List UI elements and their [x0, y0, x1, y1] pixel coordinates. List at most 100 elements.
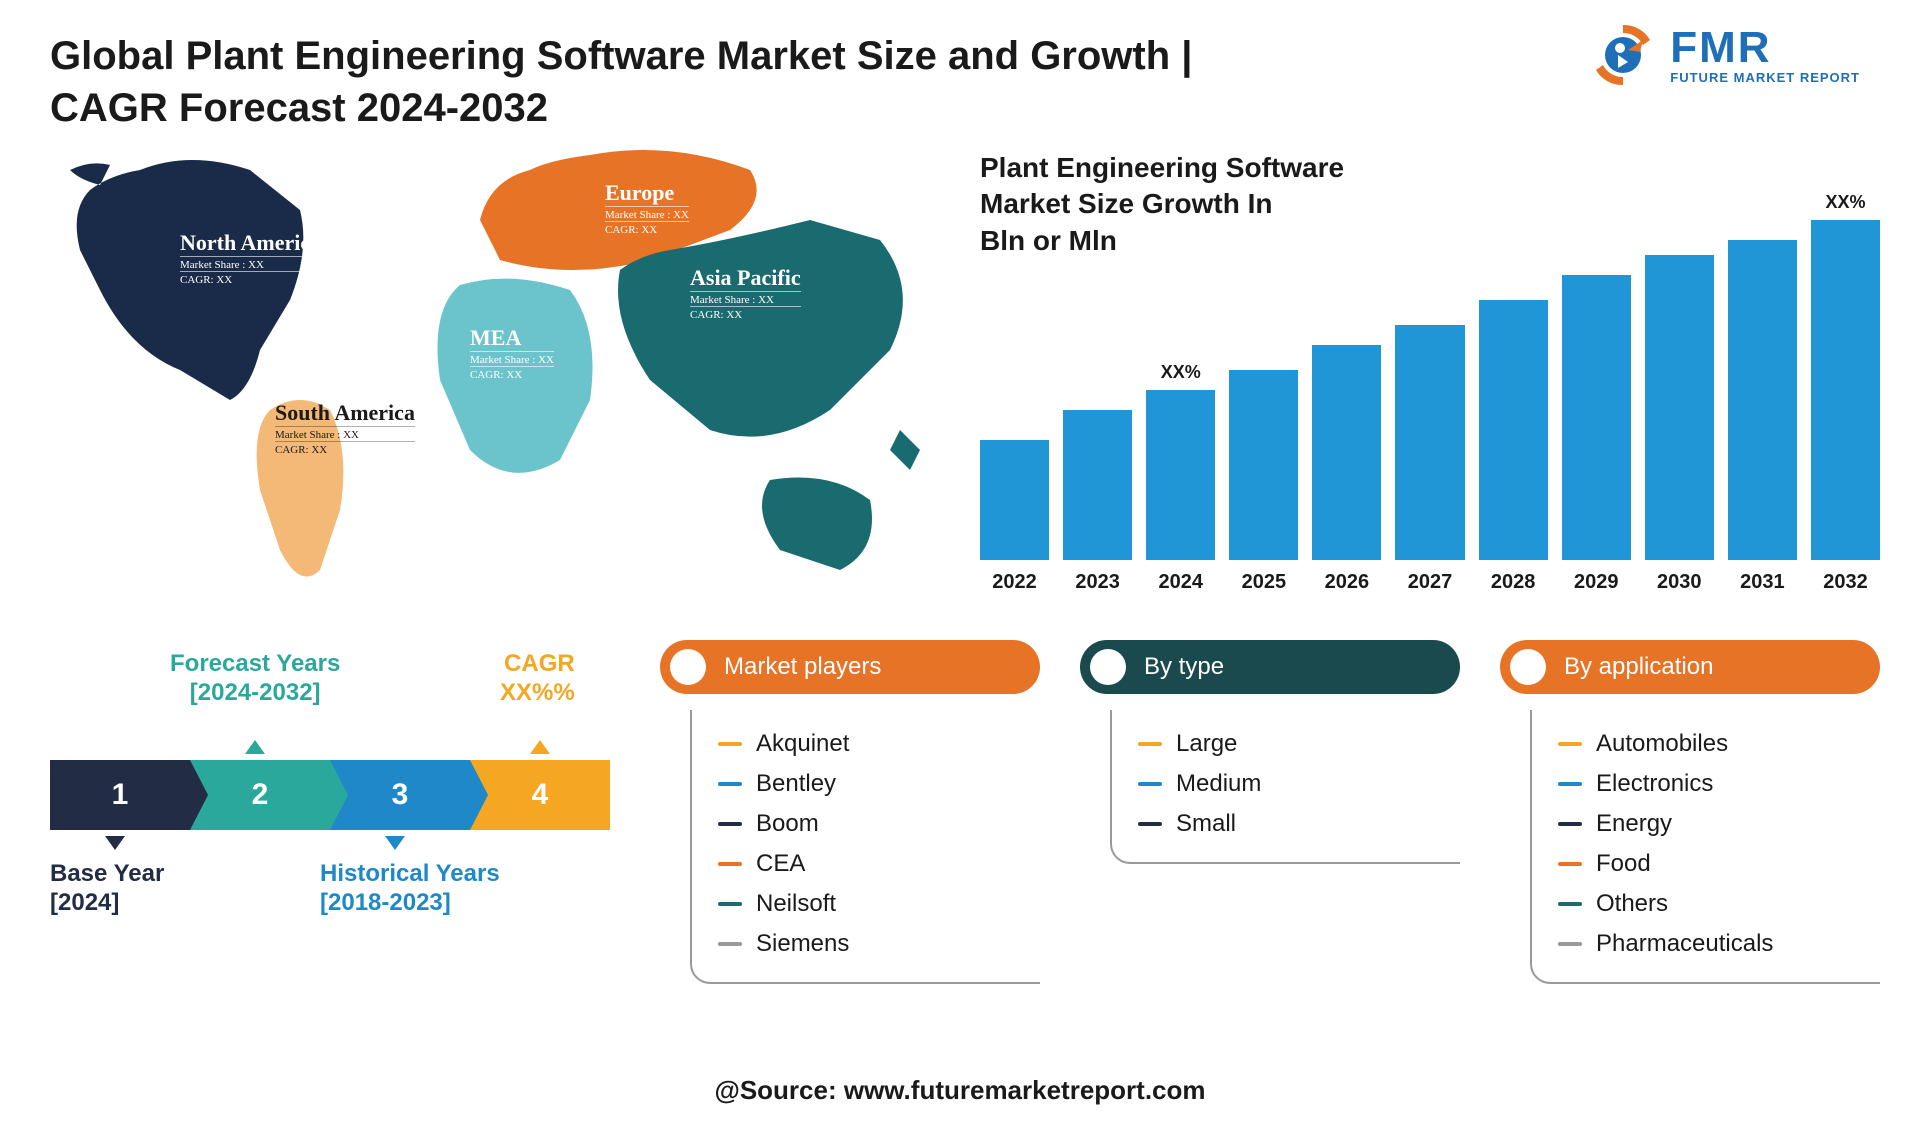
- segment-item: Food: [1558, 844, 1880, 884]
- logo-sub-text: FUTURE MARKET REPORT: [1670, 70, 1860, 85]
- region-label-south-america: South AmericaMarket Share : XXCAGR: XX: [275, 400, 415, 456]
- segment-tick-icon: [718, 942, 742, 946]
- page-title: Global Plant Engineering Software Market…: [50, 30, 1300, 134]
- segment-item-label: Large: [1176, 730, 1237, 758]
- segment-header-text: By type: [1144, 653, 1224, 681]
- segment-item: Medium: [1138, 764, 1460, 804]
- growth-bar-chart: Plant Engineering SoftwareMarket Size Gr…: [980, 150, 1880, 600]
- segment-tick-icon: [1138, 822, 1162, 826]
- bar-2029: 2029: [1562, 275, 1631, 560]
- segment-dot-icon: [1510, 649, 1546, 685]
- segment-body: Automobiles Electronics Energy Food Others Ph…: [1530, 710, 1880, 984]
- bar-year-label: 2022: [992, 571, 1037, 594]
- segment-item-label: Medium: [1176, 770, 1261, 798]
- base-year-label: Base Year: [50, 860, 164, 889]
- bar-2027: 2027: [1395, 325, 1464, 560]
- source-attribution: @Source: www.futuremarketreport.com: [714, 1075, 1205, 1106]
- segment-tick-icon: [1558, 902, 1582, 906]
- step-number: 2: [252, 778, 269, 812]
- bar-year-label: 2023: [1075, 571, 1120, 594]
- bar-year-label: 2027: [1408, 571, 1453, 594]
- forecast-years-label: Forecast Years: [170, 650, 340, 679]
- bar-year-label: 2032: [1823, 571, 1868, 594]
- segment-tick-icon: [718, 902, 742, 906]
- step-number: 4: [532, 778, 549, 812]
- segment-item: Siemens: [718, 924, 1040, 964]
- bar-year-label: 2028: [1491, 571, 1536, 594]
- segment-item: Bentley: [718, 764, 1040, 804]
- world-map: North AmericaMarket Share : XXCAGR: XX So…: [50, 150, 940, 600]
- segment-item-label: CEA: [756, 850, 805, 878]
- segment-item: Energy: [1558, 804, 1880, 844]
- step-1: 1: [50, 760, 190, 830]
- segment-item-label: Electronics: [1596, 770, 1713, 798]
- segment-tick-icon: [718, 742, 742, 746]
- bar-year-label: 2025: [1242, 571, 1287, 594]
- segment-item-label: Others: [1596, 890, 1668, 918]
- step-2: 2: [190, 760, 330, 830]
- segment-by-application: By application Automobiles Electronics Ener…: [1500, 640, 1880, 984]
- bar-2025: 2025: [1229, 370, 1298, 560]
- historical-years-label: Historical Years: [320, 860, 500, 889]
- segment-item-label: Small: [1176, 810, 1236, 838]
- bar-2030: 2030: [1645, 255, 1714, 560]
- segment-body: Akquinet Bentley Boom CEA Neilsoft Siemens: [690, 710, 1040, 984]
- segment-item-label: Akquinet: [756, 730, 849, 758]
- segment-tick-icon: [1558, 742, 1582, 746]
- segment-item-label: Neilsoft: [756, 890, 836, 918]
- segment-item: Akquinet: [718, 724, 1040, 764]
- segment-body: Large Medium Small: [1110, 710, 1460, 864]
- segment-item-label: Pharmaceuticals: [1596, 930, 1773, 958]
- bar-year-label: 2030: [1657, 571, 1702, 594]
- step-number: 1: [112, 778, 129, 812]
- segment-header: Market players: [660, 640, 1040, 694]
- segment-item: Automobiles: [1558, 724, 1880, 764]
- segment-item: Boom: [718, 804, 1040, 844]
- segment-item: Large: [1138, 724, 1460, 764]
- historical-years-range: [2018-2023]: [320, 889, 500, 918]
- segment-dot-icon: [670, 649, 706, 685]
- segment-item-label: Bentley: [756, 770, 836, 798]
- bar-2032: 2032XX%: [1811, 220, 1880, 560]
- bar-2026: 2026: [1312, 345, 1381, 560]
- fmr-logo: FMR FUTURE MARKET REPORT: [1588, 20, 1860, 90]
- bar-2031: 2031: [1728, 240, 1797, 560]
- segment-tick-icon: [1558, 862, 1582, 866]
- segment-tick-icon: [1558, 942, 1582, 946]
- bar-pct-label: XX%: [1825, 192, 1865, 213]
- segment-item-label: Food: [1596, 850, 1651, 878]
- bar-pct-label: XX%: [1161, 362, 1201, 383]
- segment-tick-icon: [1138, 742, 1162, 746]
- fmr-logo-icon: [1588, 20, 1658, 90]
- segment-item: Pharmaceuticals: [1558, 924, 1880, 964]
- cagr-label: CAGR: [500, 650, 575, 679]
- logo-main-text: FMR: [1670, 26, 1860, 70]
- segment-tick-icon: [1138, 782, 1162, 786]
- segment-item-label: Energy: [1596, 810, 1672, 838]
- segment-item: Neilsoft: [718, 884, 1040, 924]
- step-number: 3: [392, 778, 409, 812]
- segment-header-text: Market players: [724, 653, 881, 681]
- segment-item-label: Siemens: [756, 930, 849, 958]
- segment-item: Others: [1558, 884, 1880, 924]
- segment-by-type: By type Large Medium Small: [1080, 640, 1460, 984]
- segment-item: Electronics: [1558, 764, 1880, 804]
- bar-2022: 2022: [980, 440, 1049, 560]
- segment-item-label: Automobiles: [1596, 730, 1728, 758]
- step-3: 3: [330, 760, 470, 830]
- region-label-north-america: North AmericaMarket Share : XXCAGR: XX: [180, 230, 321, 286]
- step-4: 4: [470, 760, 610, 830]
- bar-year-label: 2024: [1158, 571, 1203, 594]
- segment-header: By type: [1080, 640, 1460, 694]
- segment-item: CEA: [718, 844, 1040, 884]
- forecast-years-range: [2024-2032]: [170, 679, 340, 708]
- segment-tick-icon: [718, 862, 742, 866]
- bar-year-label: 2026: [1325, 571, 1370, 594]
- bar-2028: 2028: [1479, 300, 1548, 560]
- base-year-range: [2024]: [50, 889, 164, 918]
- region-label-mea: MEAMarket Share : XXCAGR: XX: [470, 325, 554, 381]
- segment-item-label: Boom: [756, 810, 819, 838]
- segment-tick-icon: [1558, 822, 1582, 826]
- segment-header-text: By application: [1564, 653, 1713, 681]
- region-label-asia-pacific: Asia PacificMarket Share : XXCAGR: XX: [690, 265, 801, 321]
